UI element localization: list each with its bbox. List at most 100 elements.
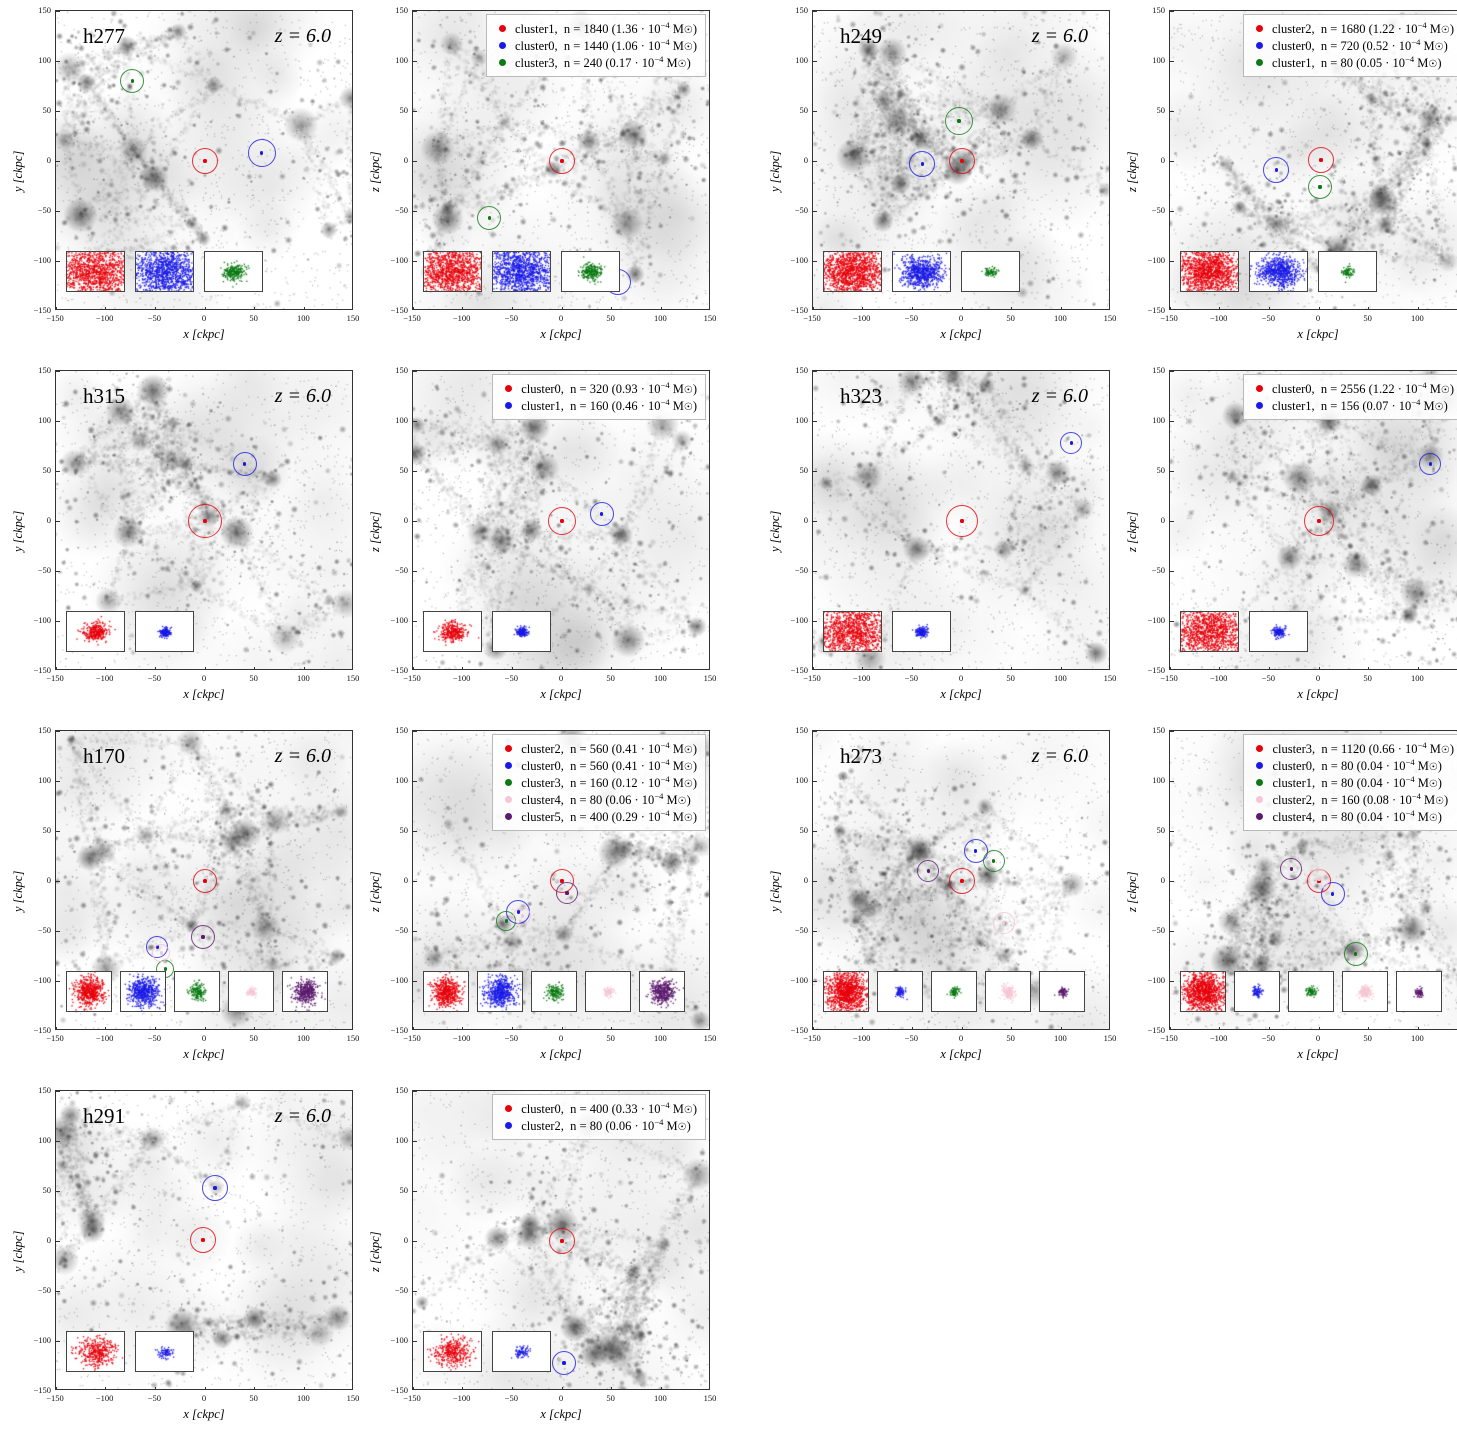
x-tick-label: 100 — [296, 313, 310, 323]
halo-title: h291 — [83, 1104, 125, 1128]
y-tick — [1170, 371, 1174, 372]
x-axis-label: x [ckpc] — [1297, 327, 1339, 341]
cluster-center-dot-cluster1 — [560, 159, 564, 163]
x-tick-label: 50 — [606, 1033, 615, 1043]
legend-swatch-red — [505, 385, 513, 392]
x-axis-label: x [ckpc] — [540, 327, 582, 341]
x-tick-label: −150 — [46, 1033, 64, 1043]
panel-h273-xz: cluster3, n = 1120 (0.66 · 10−4 M☉) clust… — [1125, 725, 1457, 1075]
y-tick — [1170, 570, 1174, 572]
cluster-marker-circle-cluster0 — [247, 139, 276, 167]
y-tick-label: −100 — [33, 1335, 51, 1345]
x-tick — [303, 1027, 305, 1029]
legend-label: cluster0, n = 80 (0.04 · 10−4 M☉) — [1272, 757, 1442, 774]
y-axis-label: z [ckpc] — [368, 151, 382, 192]
legend-swatch-green — [505, 779, 513, 786]
legend-label: cluster5, n = 400 (0.29 · 10−4 M☉) — [521, 808, 697, 825]
y-tick — [413, 470, 417, 472]
y-tick-label: −100 — [1147, 975, 1165, 985]
x-tick-label: 0 — [958, 1033, 964, 1043]
x-tick — [611, 1387, 613, 1389]
x-tick-label: −150 — [403, 313, 421, 323]
y-tick-label: 100 — [395, 1135, 408, 1145]
inset-particle-cloud — [1250, 612, 1307, 651]
y-tick-label: −50 — [37, 565, 51, 575]
inset-box-red — [66, 611, 125, 652]
legend-entry-cluster1: cluster1, n = 1840 (1.36 · 10−4 M☉) — [493, 20, 697, 37]
inset-particle-cloud — [586, 972, 630, 1011]
legend-label: cluster3, n = 160 (0.12 · 10−4 M☉) — [521, 774, 697, 791]
inset-particle-cloud — [1319, 252, 1376, 291]
inset-particle-cloud — [1343, 972, 1387, 1011]
legend-swatch-pink — [505, 796, 513, 803]
cluster-center-dot-cluster0 — [960, 519, 964, 523]
x-tick-label: −100 — [1209, 1033, 1228, 1043]
x-tick — [462, 1387, 464, 1389]
cluster-center-dot-cluster0 — [1331, 892, 1335, 896]
inset-box-red — [823, 971, 869, 1012]
x-tick-label: 100 — [653, 313, 667, 323]
y-tick-label: 50 — [42, 465, 52, 475]
inset-particle-cloud — [932, 972, 976, 1011]
cluster-center-dot-cluster0 — [920, 162, 924, 166]
cluster-marker-circle-cluster1 — [232, 452, 257, 476]
cluster-center-dot-cluster0 — [260, 151, 264, 155]
y-tick-label: −150 — [390, 1025, 408, 1035]
inset-particle-cloud — [493, 252, 550, 291]
inset-particle-cloud — [424, 1332, 481, 1371]
y-tick — [813, 980, 817, 982]
y-tick — [1170, 731, 1174, 732]
y-tick — [56, 520, 60, 522]
cluster-center-dot-cluster1 — [957, 119, 961, 123]
legend-swatch-purple — [505, 813, 513, 820]
y-tick — [413, 880, 417, 882]
y-tick — [56, 160, 60, 162]
y-tick-label: −100 — [33, 255, 51, 265]
inset-particle-cloud — [205, 252, 262, 291]
legend-swatch-red — [498, 25, 506, 32]
x-tick — [511, 667, 513, 669]
y-tick — [56, 880, 60, 882]
legend-entry-cluster1: cluster1, n = 160 (0.46 · 10−4 M☉) — [499, 397, 697, 414]
y-tick-label: −100 — [33, 615, 51, 625]
legend-entry-cluster1: cluster1, n = 156 (0.07 · 10−4 M☉) — [1250, 397, 1454, 414]
y-tick-label: −100 — [390, 975, 408, 985]
x-tick-label: 100 — [1053, 313, 1067, 323]
inset-box-red — [1180, 971, 1226, 1012]
y-tick-label: 150 — [1152, 5, 1165, 15]
y-tick-label: 100 — [795, 775, 808, 785]
redshift-label: z = 6.0 — [1031, 745, 1088, 767]
y-tick-label: −150 — [390, 665, 408, 675]
y-tick — [56, 1091, 60, 1092]
y-tick — [413, 830, 417, 832]
redshift-label: z = 6.0 — [1031, 25, 1088, 47]
y-tick — [56, 110, 60, 112]
y-tick — [56, 60, 60, 62]
y-tick — [413, 60, 417, 62]
y-tick-label: −100 — [390, 255, 408, 265]
inset-particle-cloud — [1040, 972, 1084, 1011]
x-tick-label: −100 — [452, 1033, 471, 1043]
y-tick-label: −150 — [790, 305, 808, 315]
inset-box-pink — [1342, 971, 1388, 1012]
y-tick — [56, 1240, 60, 1242]
cluster-marker-circle-cluster2 — [992, 912, 1015, 934]
cluster-center-dot-cluster1 — [1428, 462, 1432, 466]
legend-label: cluster1, n = 1840 (1.36 · 10−4 M☉) — [514, 20, 697, 37]
legend-swatch-red — [1255, 385, 1263, 392]
inset-box-red — [66, 971, 112, 1012]
cluster-marker-circle-cluster2 — [1309, 869, 1329, 889]
y-tick-label: 50 — [1156, 825, 1166, 835]
inset-box-green — [531, 971, 577, 1012]
cluster-marker-circle-cluster1 — [1343, 942, 1368, 966]
y-tick-label: 100 — [795, 415, 808, 425]
x-axis-label: x [ckpc] — [1297, 1047, 1339, 1061]
x-tick-label: 0 — [958, 313, 964, 323]
inset-particle-cloud — [136, 252, 193, 291]
panel-h291-xy: h291 z = 6.0 −150 −150 −100 −100 −50 −50 0 0 50 50 1… — [11, 1085, 359, 1435]
y-tick-label: 100 — [795, 55, 808, 65]
y-tick-label: 0 — [1160, 515, 1165, 525]
x-tick-label: −100 — [852, 1033, 871, 1043]
x-tick — [1219, 667, 1221, 669]
legend-swatch-blue — [505, 1122, 513, 1129]
